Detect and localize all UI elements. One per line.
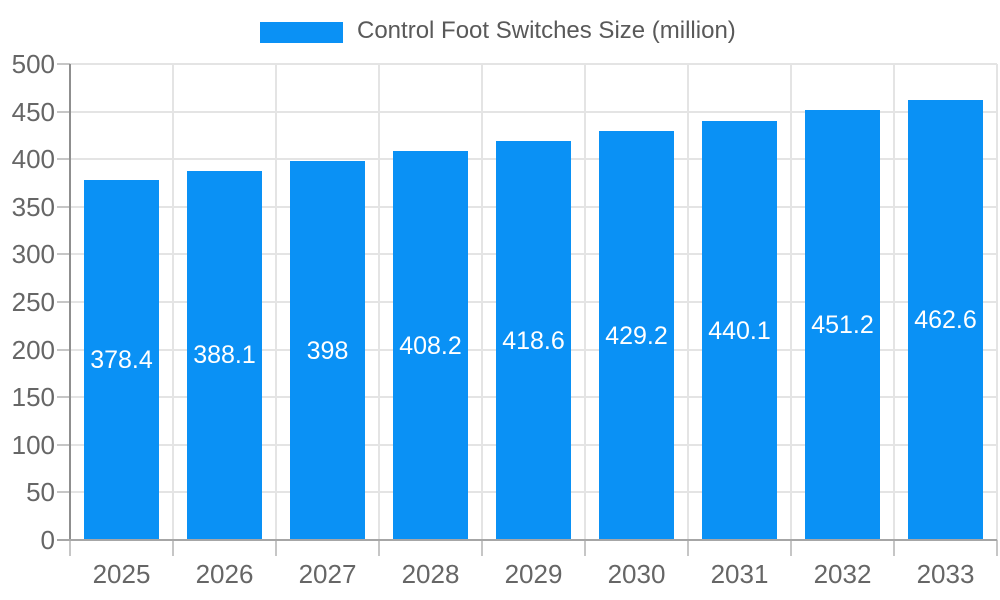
y-axis-tick: [57, 205, 70, 208]
bar[interactable]: [908, 99, 983, 540]
bar[interactable]: [496, 141, 571, 540]
y-axis-label: 50: [26, 477, 55, 508]
bar-value-label: 408.2: [399, 331, 462, 360]
y-axis-tick: [57, 110, 70, 113]
y-axis-tick: [57, 63, 70, 65]
x-axis-label: 2032: [813, 559, 872, 589]
y-axis-label: 200: [11, 334, 55, 365]
y-axis-label: 250: [11, 287, 55, 317]
x-axis-tick: [172, 540, 174, 556]
bar[interactable]: [805, 110, 880, 540]
y-axis-tick: [57, 396, 70, 399]
legend-swatch[interactable]: [260, 22, 343, 43]
x-axis-tick: [996, 540, 998, 556]
x-axis-label: 2026: [195, 559, 254, 589]
y-axis-tick: [57, 253, 70, 256]
grid-line-vertical: [893, 64, 895, 540]
x-axis-label: 2027: [298, 559, 357, 589]
bar[interactable]: [702, 121, 777, 540]
y-axis-label: 450: [11, 96, 55, 127]
grid-line-vertical: [275, 64, 277, 540]
y-axis-label: 150: [11, 382, 55, 413]
x-axis-label: 2030: [607, 559, 666, 589]
grid-line-horizontal: [70, 110, 997, 113]
bar[interactable]: [290, 161, 365, 540]
y-axis-tick: [57, 158, 70, 161]
x-axis-tick: [481, 540, 483, 556]
legend-label: Control Foot Switches Size (million): [357, 17, 736, 44]
grid-line-vertical: [584, 64, 586, 540]
x-axis-tick: [378, 540, 380, 556]
bar-value-label: 440.1: [708, 316, 771, 345]
x-axis-tick: [790, 540, 792, 556]
y-axis-label: 500: [11, 49, 55, 79]
grid-line-vertical: [790, 64, 792, 540]
x-axis-label: 2033: [916, 559, 975, 589]
x-axis-label: 2028: [401, 559, 460, 589]
y-axis-tick: [57, 348, 70, 351]
x-axis-tick: [893, 540, 895, 556]
x-axis-tick: [69, 540, 71, 556]
bar-value-label: 398: [306, 336, 349, 365]
bar-value-label: 388.1: [193, 341, 256, 370]
bar[interactable]: [187, 170, 262, 540]
x-axis-tick: [687, 540, 689, 556]
y-axis-tick: [57, 491, 70, 494]
grid-line-vertical: [378, 64, 380, 540]
y-axis-tick: [57, 301, 70, 303]
grid-line-vertical: [996, 64, 998, 540]
x-axis-label: 2031: [710, 559, 769, 589]
y-axis-tick: [57, 443, 70, 446]
y-axis-label: 350: [11, 191, 55, 222]
y-axis-line: [69, 64, 71, 540]
y-axis-label: 400: [11, 144, 55, 175]
grid-line-vertical: [687, 64, 689, 540]
bar[interactable]: [599, 131, 674, 540]
bar-value-label: 378.4: [90, 345, 153, 374]
grid-line-vertical: [481, 64, 483, 540]
bar-value-label: 418.6: [502, 326, 565, 355]
y-axis-label: 100: [11, 429, 55, 460]
bar-value-label: 429.2: [605, 321, 668, 350]
bar-value-label: 451.2: [811, 311, 874, 340]
y-axis-label: 300: [11, 239, 55, 270]
x-axis-tick: [275, 540, 277, 556]
x-axis-label: 2029: [504, 559, 563, 589]
bar-value-label: 462.6: [914, 305, 977, 334]
x-axis-label: 2025: [92, 559, 151, 589]
bar[interactable]: [393, 151, 468, 540]
x-axis-line: [57, 539, 997, 541]
bar[interactable]: [84, 179, 159, 540]
y-axis-label: 0: [40, 525, 55, 555]
grid-line-horizontal: [70, 63, 997, 65]
grid-line-vertical: [172, 64, 174, 540]
x-axis-tick: [584, 540, 586, 556]
